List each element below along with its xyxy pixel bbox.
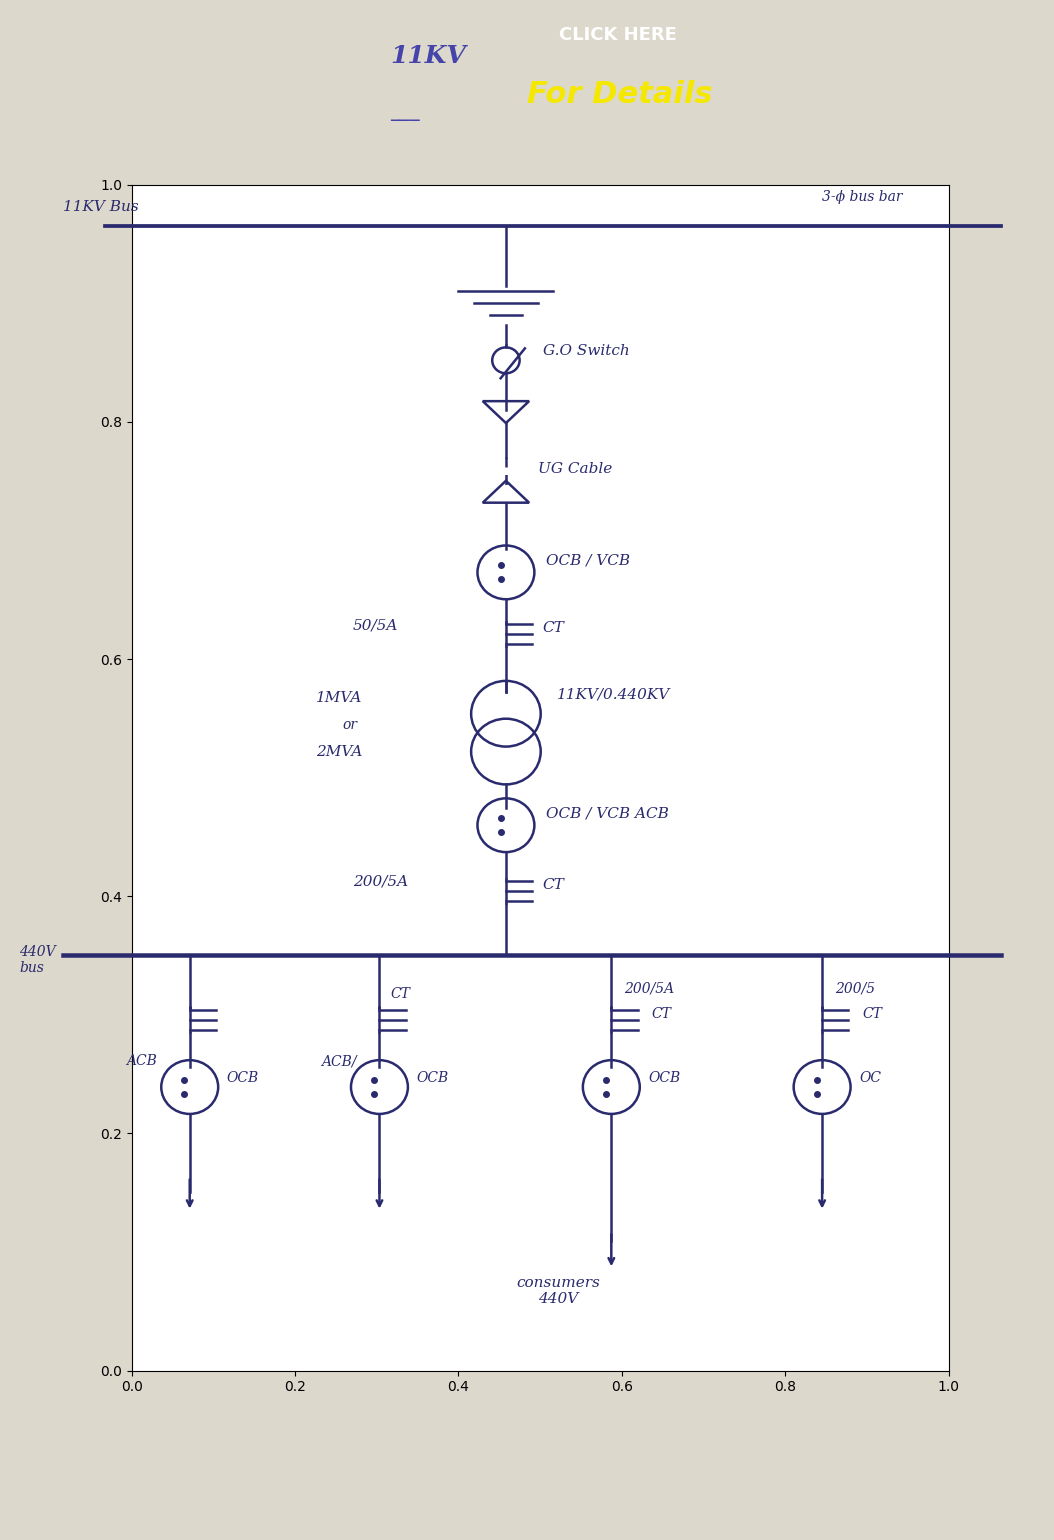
Text: CT: CT bbox=[390, 987, 410, 1001]
Text: consumers
440V: consumers 440V bbox=[516, 1275, 601, 1306]
Text: CT: CT bbox=[543, 621, 565, 634]
Text: 200/5A: 200/5A bbox=[624, 981, 675, 995]
Text: OCB: OCB bbox=[227, 1072, 259, 1086]
Text: 2MVA: 2MVA bbox=[316, 744, 363, 759]
Text: OCB / VCB ACB: OCB / VCB ACB bbox=[546, 807, 669, 821]
Text: For Details: For Details bbox=[527, 80, 713, 109]
Text: 200/5A: 200/5A bbox=[353, 875, 408, 889]
Text: ACB: ACB bbox=[126, 1055, 157, 1069]
Text: ___: ___ bbox=[390, 102, 419, 122]
Text: OCB: OCB bbox=[416, 1072, 449, 1086]
Text: CLICK HERE: CLICK HERE bbox=[559, 26, 677, 45]
Text: OC: OC bbox=[859, 1072, 881, 1086]
Text: 11KV: 11KV bbox=[390, 43, 466, 68]
Text: CT: CT bbox=[651, 1007, 671, 1021]
Text: ACB/: ACB/ bbox=[321, 1055, 357, 1069]
Text: OCB / VCB: OCB / VCB bbox=[546, 553, 630, 567]
Text: 50/5A: 50/5A bbox=[353, 618, 398, 631]
Text: 11KV Bus: 11KV Bus bbox=[63, 200, 139, 214]
Text: 200/5: 200/5 bbox=[835, 981, 875, 995]
Text: or: or bbox=[343, 718, 357, 731]
Text: CT: CT bbox=[862, 1007, 882, 1021]
Text: UG Cable: UG Cable bbox=[538, 462, 611, 476]
Text: 3-ϕ bus bar: 3-ϕ bus bar bbox=[822, 189, 902, 205]
Text: G.O Switch: G.O Switch bbox=[543, 345, 629, 359]
Text: CT: CT bbox=[543, 878, 565, 892]
Text: 11KV/0.440KV: 11KV/0.440KV bbox=[557, 688, 669, 702]
Text: 1MVA: 1MVA bbox=[316, 691, 363, 705]
Text: OCB: OCB bbox=[648, 1072, 681, 1086]
Text: 440V
bus: 440V bus bbox=[19, 944, 56, 975]
